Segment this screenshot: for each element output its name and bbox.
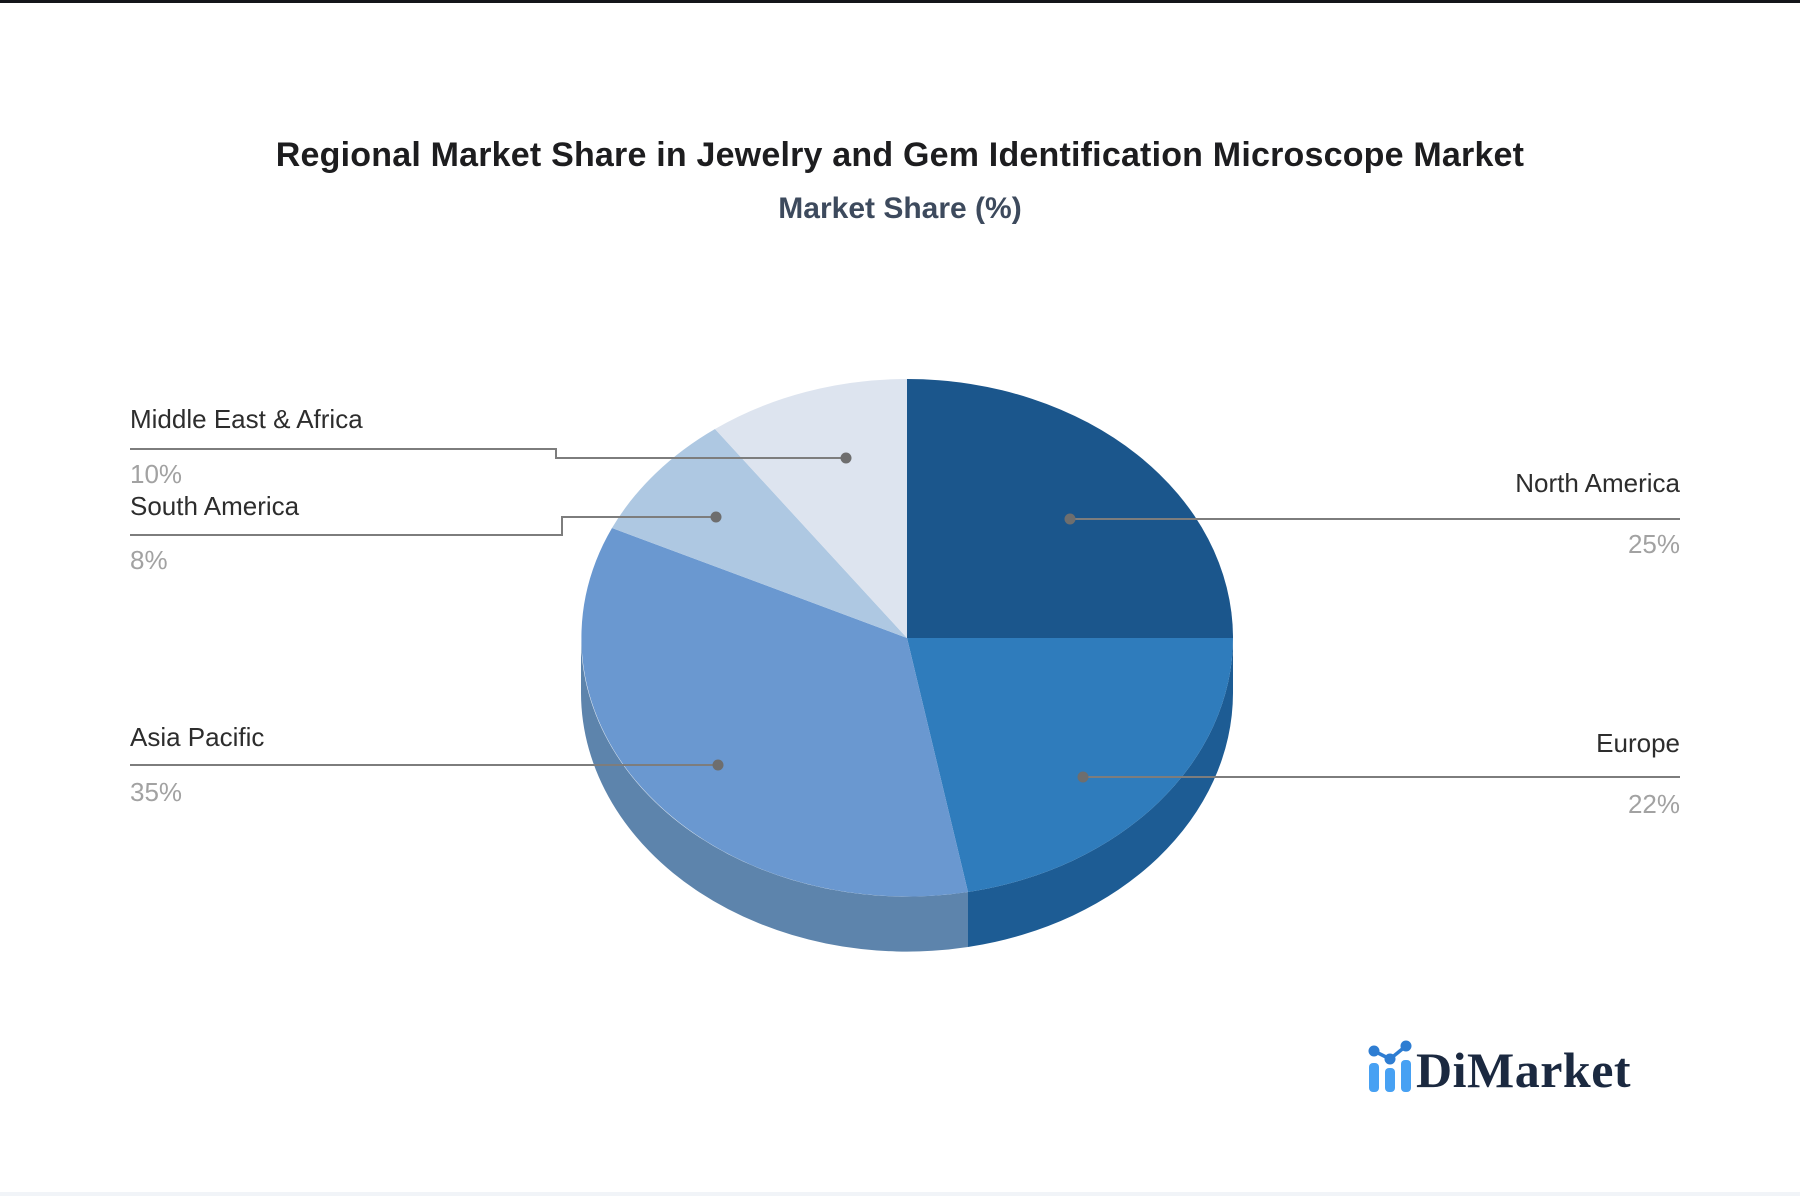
label-asia-pacific: Asia Pacific	[130, 722, 265, 752]
callout-dot-middle-east-africa	[840, 452, 852, 464]
chart-subtitle: Market Share (%)	[778, 192, 1022, 225]
pie-slice-south-america[interactable]	[612, 429, 907, 638]
top-border-strip	[0, 0, 1800, 3]
callout-dot-south-america	[710, 511, 722, 523]
callout-dot-europe	[1077, 771, 1089, 783]
label-north-america: North America	[1515, 468, 1680, 498]
pie-slice-asia-pacific[interactable]	[581, 528, 968, 897]
pie-slice-europe-side	[968, 638, 1233, 947]
value-middle-east-africa: 10%	[130, 459, 183, 489]
brand-logo-text: DiMarket	[1416, 1042, 1632, 1098]
label-middle-east-africa: Middle East & Africa	[130, 404, 363, 434]
chart-title: Regional Market Share in Jewelry and Gem…	[275, 136, 1525, 174]
bottom-border-strip	[0, 1192, 1800, 1196]
value-asia-pacific: 35%	[130, 777, 183, 807]
value-europe: 22%	[1627, 789, 1680, 819]
bar-line-chart-icon	[1368, 1040, 1412, 1092]
callout-line-south-america	[130, 516, 716, 536]
label-south-america: South America	[130, 491, 300, 521]
value-south-america: 8%	[130, 545, 168, 575]
callout-dot-asia-pacific	[712, 759, 724, 771]
pie-slice-europe[interactable]	[907, 638, 1233, 892]
pie-slice-asia-pacific-side	[581, 638, 968, 952]
brand-logo: DiMarket	[1368, 1036, 1688, 1098]
pie-slice-middle-east-africa[interactable]	[715, 379, 907, 638]
label-europe: Europe	[1596, 728, 1680, 758]
pie-slice-north-america[interactable]	[907, 379, 1233, 638]
callout-dot-north-america	[1064, 513, 1076, 525]
value-north-america: 25%	[1627, 529, 1680, 559]
callout-line-middle-east-africa	[130, 448, 846, 459]
